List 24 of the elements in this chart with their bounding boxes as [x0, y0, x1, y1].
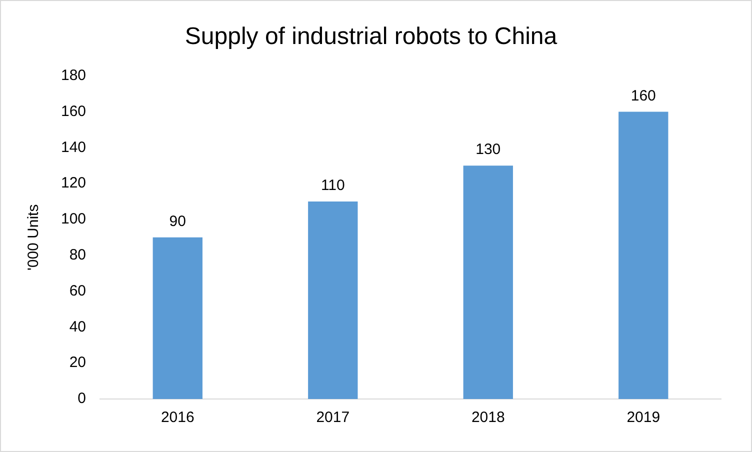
data-label: 160 [630, 87, 656, 104]
x-tick-label: 2018 [471, 409, 505, 426]
y-tick-label: 180 [60, 66, 86, 84]
data-label: 90 [169, 213, 186, 230]
y-tick-label: 40 [69, 318, 86, 336]
y-tick-label: 80 [69, 246, 86, 264]
y-tick-label: 20 [69, 354, 86, 372]
y-tick-label: 60 [69, 282, 86, 300]
data-label: 110 [320, 177, 345, 194]
bar [308, 201, 358, 399]
y-tick-label: 100 [60, 210, 86, 228]
x-tick-label: 2017 [316, 409, 350, 426]
x-tick-label: 2019 [626, 409, 660, 426]
y-axis-title: '000 Units [25, 204, 42, 271]
y-tick-label: 0 [78, 390, 86, 408]
y-tick-label: 140 [60, 138, 86, 156]
bar [618, 112, 668, 399]
chart-title: Supply of industrial robots to China [184, 23, 558, 50]
bar [152, 237, 202, 399]
y-tick-label: 160 [60, 102, 86, 120]
y-tick-label: 120 [60, 174, 86, 192]
bar [463, 166, 513, 399]
x-tick-label: 2016 [160, 409, 194, 426]
data-label: 130 [476, 141, 501, 158]
